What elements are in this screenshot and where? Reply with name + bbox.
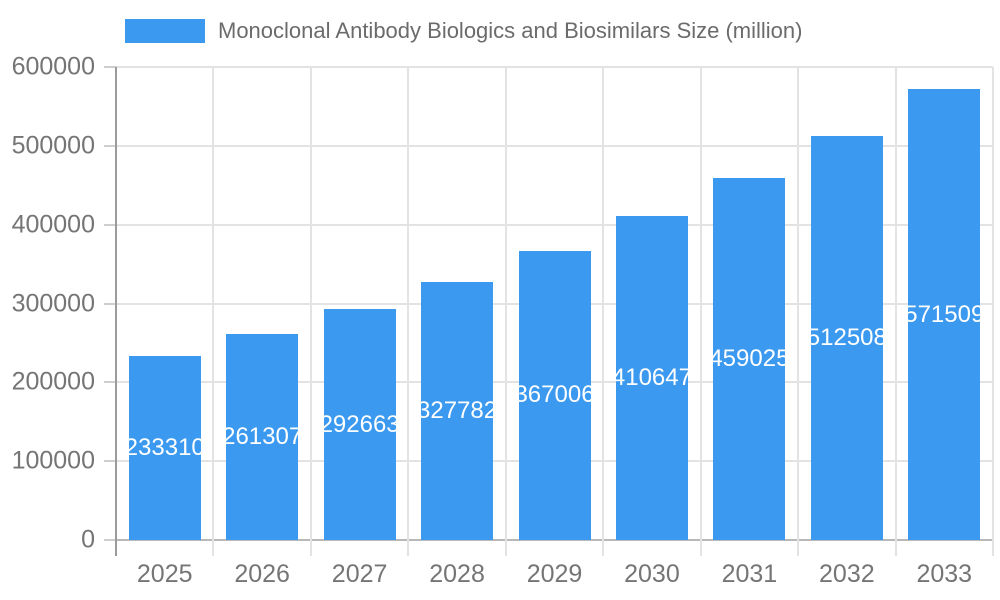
bar-value-label: 459025 — [713, 345, 786, 373]
legend[interactable]: Monoclonal Antibody Biologics and Biosim… — [125, 19, 802, 43]
bar-value-label: 512508 — [810, 323, 883, 351]
bar-2025: 233310 — [128, 356, 201, 540]
bar-value-label: 261307 — [226, 422, 299, 450]
y-axis-tick — [104, 66, 116, 68]
x-gridline — [894, 67, 897, 556]
x-gridline — [797, 67, 800, 556]
legend-label: Monoclonal Antibody Biologics and Biosim… — [218, 18, 803, 43]
bar-value-label: 410647 — [615, 364, 688, 392]
bar-value-label: 292663 — [323, 410, 396, 438]
bar-2031: 459025 — [713, 178, 786, 540]
bar-2027: 292663 — [323, 309, 396, 540]
x-axis-label-2027: 2027 — [331, 560, 388, 588]
bar-2032: 512508 — [810, 135, 883, 540]
y-gridline — [116, 223, 993, 226]
legend-swatch — [125, 19, 205, 43]
bar-2029: 367006 — [518, 250, 591, 540]
y-axis-tick — [104, 223, 116, 226]
bar-value-label: 571509 — [908, 300, 981, 328]
x-axis-label-2031: 2031 — [721, 560, 778, 588]
x-gridline — [309, 67, 312, 556]
x-gridline — [504, 67, 507, 556]
x-gridline — [699, 67, 702, 556]
y-axis-line — [115, 67, 117, 556]
y-axis-tick-label: 400000 — [11, 210, 95, 239]
y-axis-tick — [104, 302, 116, 305]
y-axis-tick — [104, 381, 116, 384]
y-axis-tick-label: 600000 — [11, 52, 95, 81]
y-axis-tick — [104, 460, 116, 463]
x-axis-label-2026: 2026 — [234, 560, 290, 588]
x-axis-label-2028: 2028 — [429, 560, 485, 588]
bar-2028: 327782 — [421, 281, 494, 540]
bar-2026: 261307 — [226, 334, 299, 540]
y-axis-tick-label: 500000 — [11, 131, 95, 160]
x-axis-label-2032: 2032 — [819, 560, 875, 588]
y-axis-tick — [104, 539, 116, 541]
x-axis-label-2029: 2029 — [526, 560, 583, 588]
bar-2033: 571509 — [908, 89, 981, 540]
x-gridline — [992, 67, 994, 556]
bar-value-label: 233310 — [128, 434, 201, 462]
x-axis-label-2033: 2033 — [916, 560, 973, 588]
bar-value-label: 327782 — [421, 396, 494, 424]
x-axis-label-2025: 2025 — [136, 560, 193, 588]
x-gridline — [407, 67, 410, 556]
x-axis-baseline — [116, 539, 993, 541]
y-gridline — [116, 66, 993, 68]
y-axis-tick-label: 300000 — [11, 289, 95, 317]
y-axis-tick-label: 0 — [81, 525, 95, 554]
y-axis-tick — [104, 144, 116, 147]
x-axis-label-2030: 2030 — [624, 560, 680, 588]
x-gridline — [602, 67, 605, 556]
y-axis-tick-label: 200000 — [11, 367, 95, 396]
bar-2030: 410647 — [615, 216, 688, 540]
x-gridline — [212, 67, 215, 556]
y-axis-tick-label: 100000 — [11, 446, 95, 475]
y-gridline — [116, 144, 993, 147]
bar-value-label: 367006 — [518, 381, 591, 409]
